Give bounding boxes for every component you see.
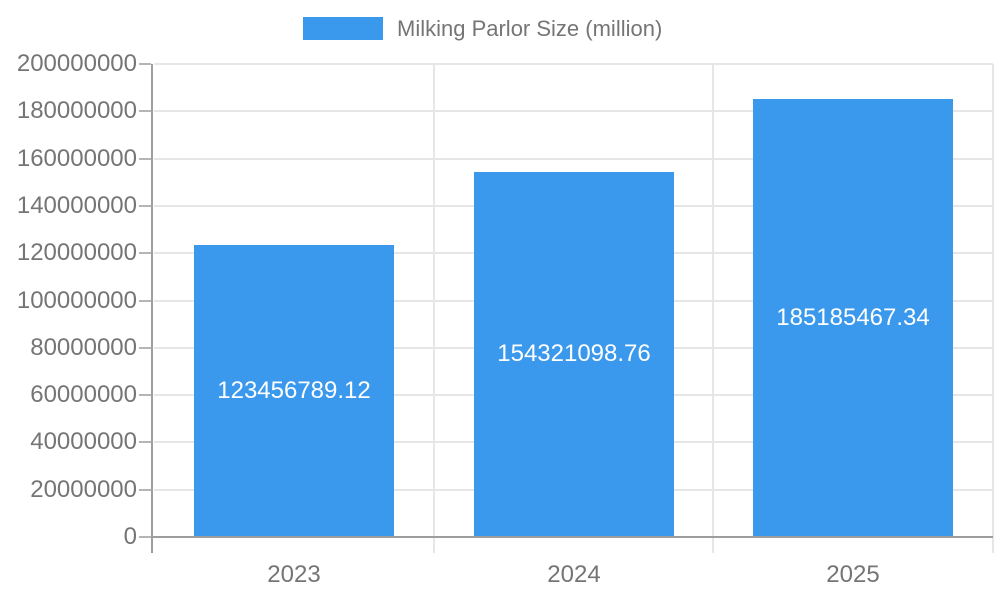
y-axis-tick	[139, 441, 151, 443]
gridline-vertical	[433, 64, 435, 553]
y-axis-tick	[139, 158, 151, 160]
x-axis-tick-label: 2025	[826, 561, 880, 588]
bar-value-label: 185185467.34	[776, 303, 930, 331]
y-axis-tick-label: 80000000	[30, 334, 137, 361]
gridline-vertical	[712, 64, 714, 553]
y-axis-tick-label: 160000000	[16, 145, 137, 172]
gridline-horizontal	[154, 158, 993, 160]
y-axis-tick	[139, 300, 151, 302]
x-axis-tick-label: 2023	[267, 561, 321, 588]
gridline-horizontal	[154, 63, 993, 65]
y-axis-tick-label: 100000000	[16, 287, 137, 314]
y-axis-tick	[139, 394, 151, 396]
y-axis-tick	[139, 489, 151, 491]
bar-value-label: 154321098.76	[497, 340, 651, 367]
x-axis-tick-label: 2024	[547, 561, 601, 588]
y-axis-line	[151, 64, 153, 553]
y-axis-tick-label: 140000000	[16, 192, 137, 219]
y-axis-tick-label: 200000000	[16, 50, 137, 77]
legend-swatch	[303, 17, 383, 40]
legend[interactable]: Milking Parlor Size (million)	[303, 17, 662, 40]
bar: 185185467.34	[753, 99, 953, 536]
y-axis-tick	[139, 63, 151, 65]
y-axis-tick	[139, 536, 151, 538]
y-axis-tick	[139, 252, 151, 254]
gridline-horizontal	[154, 110, 993, 112]
x-axis-line	[151, 536, 993, 538]
y-axis-tick-label: 60000000	[30, 381, 137, 408]
bar: 123456789.12	[194, 245, 394, 536]
y-axis-tick-label: 40000000	[30, 428, 137, 455]
y-axis-tick-label: 0	[123, 523, 137, 550]
y-axis-tick-label: 120000000	[16, 239, 137, 266]
bar-value-label: 123456789.12	[217, 376, 371, 404]
y-axis-tick-label: 20000000	[30, 476, 137, 503]
legend-label: Milking Parlor Size (million)	[397, 16, 663, 41]
gridline-vertical	[992, 64, 994, 553]
y-axis-tick	[139, 110, 151, 112]
y-axis-tick	[139, 347, 151, 349]
y-axis-tick-label: 180000000	[16, 97, 137, 124]
y-axis-tick	[139, 205, 151, 207]
bar: 154321098.76	[474, 172, 674, 536]
